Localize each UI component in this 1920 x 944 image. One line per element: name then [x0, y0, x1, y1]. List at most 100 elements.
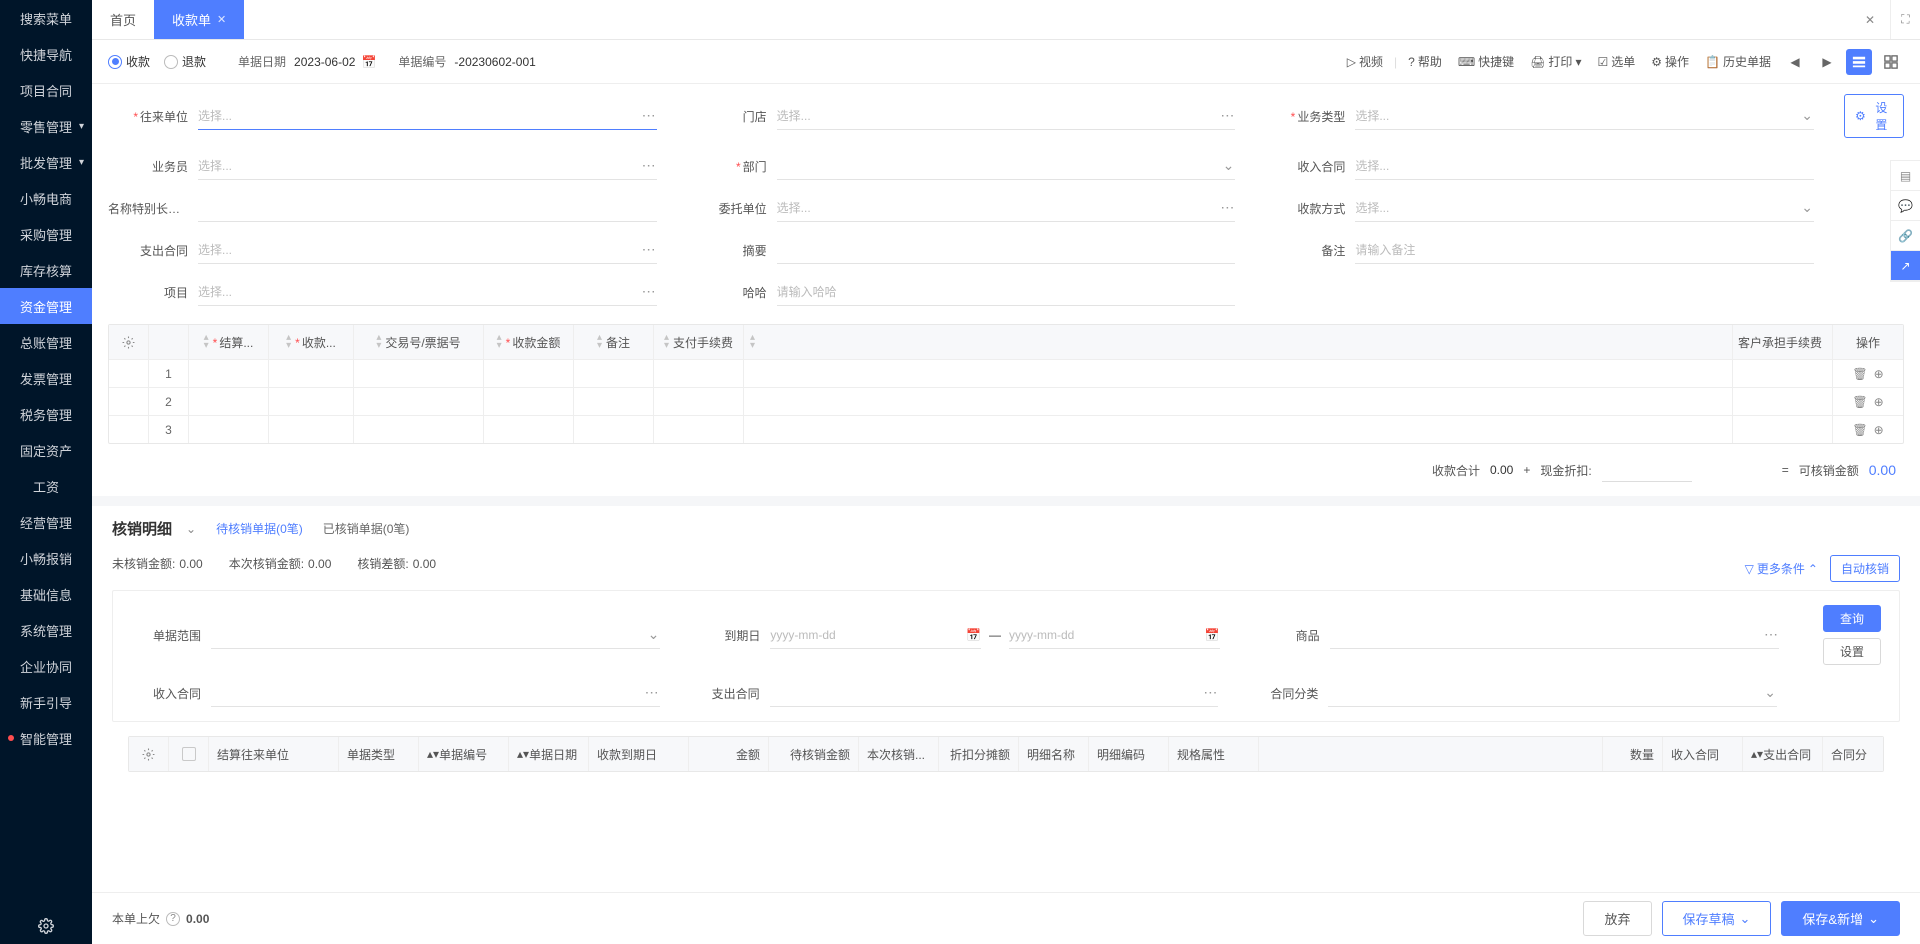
due-from[interactable]: yyyy-mm-dd📅 — [770, 621, 981, 649]
tool-print[interactable]: 🖨 打印 ▾ — [1525, 53, 1586, 70]
grid-row[interactable]: 3 🗑⊕ — [109, 415, 1903, 443]
more-icon[interactable]: ⋯ — [642, 241, 657, 258]
verify-collapse[interactable]: ⌄ — [186, 522, 196, 536]
calendar-icon[interactable]: 📅 — [1205, 628, 1220, 642]
add-row-icon[interactable]: ⊕ — [1874, 423, 1884, 437]
side-wholesale[interactable]: 批发管理▾ — [0, 144, 92, 180]
inp-paymethod[interactable]: 选择...⌄ — [1355, 194, 1814, 222]
inp-vendor[interactable]: 选择...⋯ — [198, 102, 657, 130]
g2-thistime[interactable]: 本次核销... — [859, 737, 939, 771]
more-filters[interactable]: ▽ 更多条件 ⌃ — [1745, 560, 1818, 577]
g2-cat[interactable]: 合同分 — [1823, 737, 1883, 771]
due-to[interactable]: yyyy-mm-dd📅 — [1009, 621, 1220, 649]
inp-store[interactable]: 选择...⋯ — [777, 102, 1236, 130]
radio-refund[interactable]: 退款 — [164, 53, 206, 70]
add-row-icon[interactable]: ⊕ — [1874, 367, 1884, 381]
g2-detail-code[interactable]: 明细编码 — [1089, 737, 1169, 771]
more-icon[interactable]: ⋯ — [1203, 684, 1218, 701]
inp-expense-contract[interactable]: 选择...⋯ — [198, 236, 657, 264]
col-fee[interactable]: ▴▾支付手续费 — [654, 325, 744, 359]
inp-f-cat[interactable]: ⌄ — [1328, 679, 1777, 707]
inp-dept[interactable]: ⌄ — [777, 152, 1236, 180]
more-icon[interactable]: ⋯ — [1764, 626, 1779, 643]
side-ledger[interactable]: 总账管理 — [0, 324, 92, 360]
chevron-down-icon[interactable]: ⌄ — [648, 626, 661, 643]
inp-income-contract[interactable]: 选择... — [1355, 152, 1814, 180]
delete-icon[interactable]: 🗑 — [1852, 423, 1867, 437]
auto-verify-button[interactable]: 自动核销 — [1830, 555, 1900, 582]
g2-docno[interactable]: ▴▾单据编号 — [419, 737, 509, 771]
side-invoice[interactable]: 发票管理 — [0, 360, 92, 396]
layout-mode-2[interactable] — [1878, 49, 1904, 75]
chevron-down-icon[interactable]: ⌄ — [1223, 157, 1236, 174]
delete-icon[interactable]: 🗑 — [1852, 395, 1867, 409]
side-ai[interactable]: 智能管理 — [0, 720, 92, 756]
rail-btn-1[interactable]: ▤ — [1891, 161, 1920, 191]
inp-trustor[interactable]: 选择...⋯ — [777, 194, 1236, 222]
more-icon[interactable]: ⋯ — [642, 283, 657, 300]
g2-pending[interactable]: 待核销金额 — [769, 737, 859, 771]
inp-biztype[interactable]: 选择...⌄ — [1355, 102, 1814, 130]
more-icon[interactable]: ⋯ — [642, 107, 657, 124]
chevron-down-icon[interactable]: ⌄ — [1764, 684, 1777, 701]
tool-select[interactable]: ☑ 选单 — [1592, 53, 1640, 70]
col-note[interactable]: ▴▾备注 — [574, 325, 654, 359]
tool-history[interactable]: 📋 历史单据 — [1700, 53, 1776, 70]
date-value[interactable]: 2023-06-02 — [294, 55, 355, 69]
g2-doctype[interactable]: 单据类型 — [339, 737, 419, 771]
save-new-button[interactable]: 保存&新增 ⌄ — [1781, 901, 1900, 936]
verify-tab-done[interactable]: 已核销单据(0笔) — [323, 520, 410, 537]
grid2-checkall[interactable] — [169, 737, 209, 771]
col-receive[interactable]: ▴▾收款... — [269, 325, 354, 359]
side-collab[interactable]: 企业协同 — [0, 648, 92, 684]
abandon-button[interactable]: 放弃 — [1583, 901, 1651, 936]
chevron-down-icon[interactable]: ⌄ — [1801, 199, 1814, 216]
side-guide[interactable]: 新手引导 — [0, 684, 92, 720]
tab-close-all[interactable]: ✕ — [1850, 0, 1890, 39]
side-basicinfo[interactable]: 基础信息 — [0, 576, 92, 612]
calendar-icon[interactable]: 📅 — [361, 55, 376, 69]
inp-f-income[interactable]: ⋯ — [211, 679, 660, 707]
filter-settings-button[interactable]: 设置 — [1823, 638, 1881, 665]
nav-prev[interactable]: ◀ — [1782, 49, 1808, 75]
radio-receive[interactable]: 收款 — [108, 53, 150, 70]
more-icon[interactable]: ⋯ — [645, 684, 660, 701]
tab-home[interactable]: 首页 — [92, 0, 154, 39]
side-inventory[interactable]: 库存核算 — [0, 252, 92, 288]
grid-row[interactable]: 1 🗑⊕ — [109, 359, 1903, 387]
side-search[interactable]: 搜索菜单 — [0, 0, 92, 36]
more-icon[interactable]: ⋯ — [642, 157, 657, 174]
side-purchase[interactable]: 采购管理 — [0, 216, 92, 252]
g2-income[interactable]: 收入合同 — [1663, 737, 1743, 771]
inp-summary[interactable] — [777, 236, 1236, 264]
g2-duedate[interactable]: 收款到期日 — [589, 737, 689, 771]
layout-mode-1[interactable] — [1846, 49, 1872, 75]
save-draft-button[interactable]: 保存草稿 ⌄ — [1662, 901, 1772, 936]
g2-discount[interactable]: 折扣分摊额 — [939, 737, 1019, 771]
calendar-icon[interactable]: 📅 — [966, 628, 981, 642]
g2-expense[interactable]: ▴▾支出合同 — [1743, 737, 1823, 771]
col-txn[interactable]: ▴▾交易号/票据号 — [354, 325, 484, 359]
side-finance[interactable]: 资金管理 — [0, 288, 92, 324]
btn-form-settings[interactable]: ⚙ 设置 — [1844, 94, 1904, 138]
side-assets[interactable]: 固定资产 — [0, 432, 92, 468]
more-icon[interactable]: ⋯ — [1220, 199, 1235, 216]
inp-remark[interactable]: 请输入备注 — [1355, 236, 1814, 264]
tool-shortcut[interactable]: ⌨ 快捷键 — [1453, 53, 1519, 70]
add-row-icon[interactable]: ⊕ — [1874, 395, 1884, 409]
side-expense[interactable]: 小畅报销 — [0, 540, 92, 576]
g2-unit[interactable]: 结算往来单位 — [209, 737, 339, 771]
inp-haha[interactable]: 请输入哈哈 — [777, 278, 1236, 306]
query-button[interactable]: 查询 — [1823, 605, 1881, 632]
grid-settings[interactable] — [109, 325, 149, 359]
inp-f-expense[interactable]: ⋯ — [770, 679, 1219, 707]
tool-operate[interactable]: ⚙ 操作 — [1646, 53, 1694, 70]
g2-detail-name[interactable]: 明细名称 — [1019, 737, 1089, 771]
side-contract[interactable]: 项目合同 — [0, 72, 92, 108]
side-business[interactable]: 经营管理 — [0, 504, 92, 540]
side-system[interactable]: 系统管理 — [0, 612, 92, 648]
g2-qty[interactable]: 数量 — [1603, 737, 1663, 771]
inp-prod[interactable]: ⋯ — [1330, 621, 1779, 649]
discount-input[interactable] — [1602, 458, 1692, 482]
inp-longname[interactable] — [198, 194, 657, 222]
